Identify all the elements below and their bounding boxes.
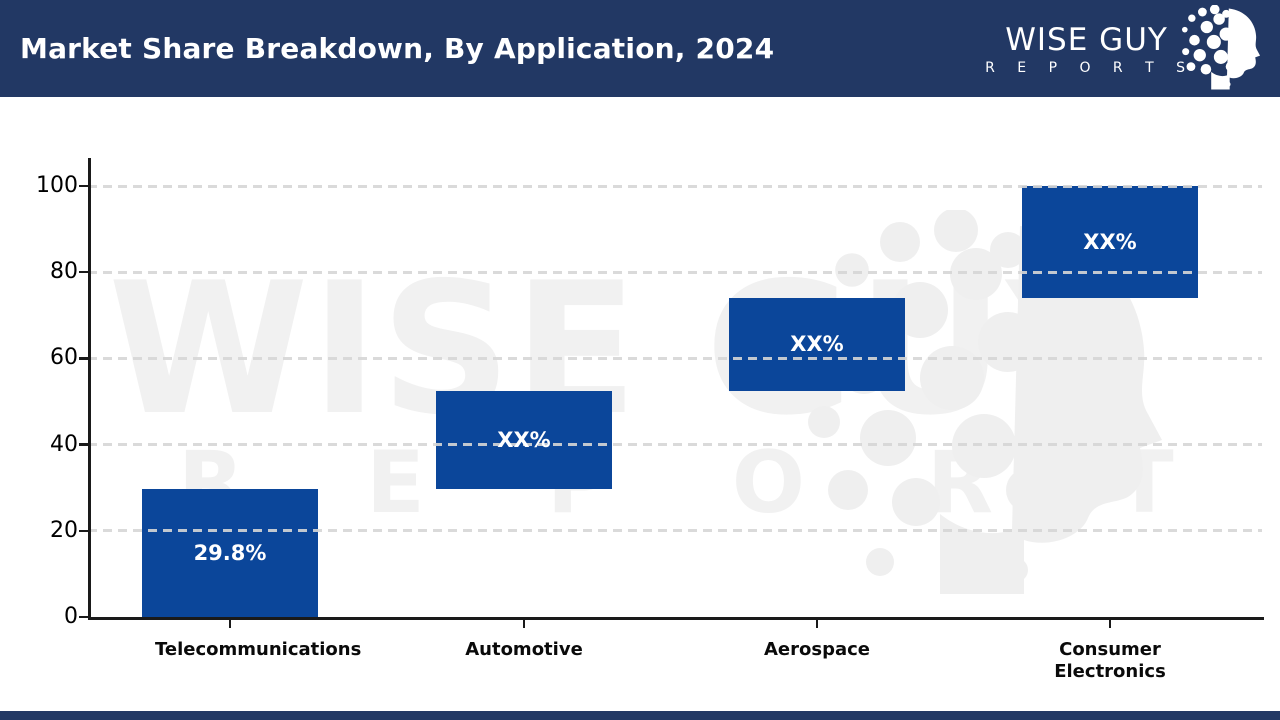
x-tick-mark xyxy=(522,620,526,628)
gridline-40 xyxy=(88,443,1262,447)
gridline-60 xyxy=(88,356,1262,360)
x-tick-label-0: Telecommunications xyxy=(155,639,362,660)
y-tick-mark xyxy=(79,529,88,533)
y-tick-mark xyxy=(79,443,88,446)
bar-label-2: XX% xyxy=(790,332,844,357)
logo-reports: R E P O R T S xyxy=(985,59,1194,76)
y-tick-mark xyxy=(79,270,88,274)
bar-2 xyxy=(729,297,905,391)
x-tick-mark xyxy=(228,620,232,628)
y-tick-mark xyxy=(79,357,88,360)
x-tick-mark xyxy=(815,620,819,628)
x-tick-label-2: Aerospace xyxy=(763,639,870,660)
y-tick-label: 20 xyxy=(50,517,78,543)
gridline-80 xyxy=(88,270,1262,274)
bar-label-0: 29.8% xyxy=(193,540,267,565)
y-tick-label: 60 xyxy=(50,345,78,371)
bar-1 xyxy=(436,390,612,489)
y-tick-mark xyxy=(79,615,88,619)
logo-text: WISE GUY R E P O R T S xyxy=(979,22,1194,76)
page-title: Market Share Breakdown, By Application, … xyxy=(20,32,775,65)
wiseguy-head-icon xyxy=(1181,4,1261,89)
gridline-20 xyxy=(88,529,1262,533)
y-tick-label: 100 xyxy=(36,173,78,198)
x-axis-line xyxy=(88,617,1264,620)
wiseguy-logo: WISE GUY R E P O R T S xyxy=(979,4,1280,93)
x-tick-label-1: Automotive xyxy=(465,639,583,660)
bar-0 xyxy=(142,488,318,617)
footer-bar xyxy=(0,711,1280,720)
y-tick-label: 40 xyxy=(50,431,78,457)
x-tick-label-3: Consumer Electronics xyxy=(1054,639,1166,682)
y-tick-label: 0 xyxy=(64,604,78,629)
logo-wise-guy: WISE GUY xyxy=(1005,21,1168,58)
x-tick-mark xyxy=(1108,620,1112,628)
y-tick-mark xyxy=(79,184,88,188)
y-axis-line xyxy=(88,158,91,620)
bar-3 xyxy=(1022,186,1198,298)
bar-label-1: XX% xyxy=(497,427,551,452)
bar-label-3: XX% xyxy=(1083,229,1137,254)
y-tick-label: 80 xyxy=(50,259,78,285)
header-bar: Market Share Breakdown, By Application, … xyxy=(0,0,1280,97)
gridline-100 xyxy=(88,184,1262,188)
